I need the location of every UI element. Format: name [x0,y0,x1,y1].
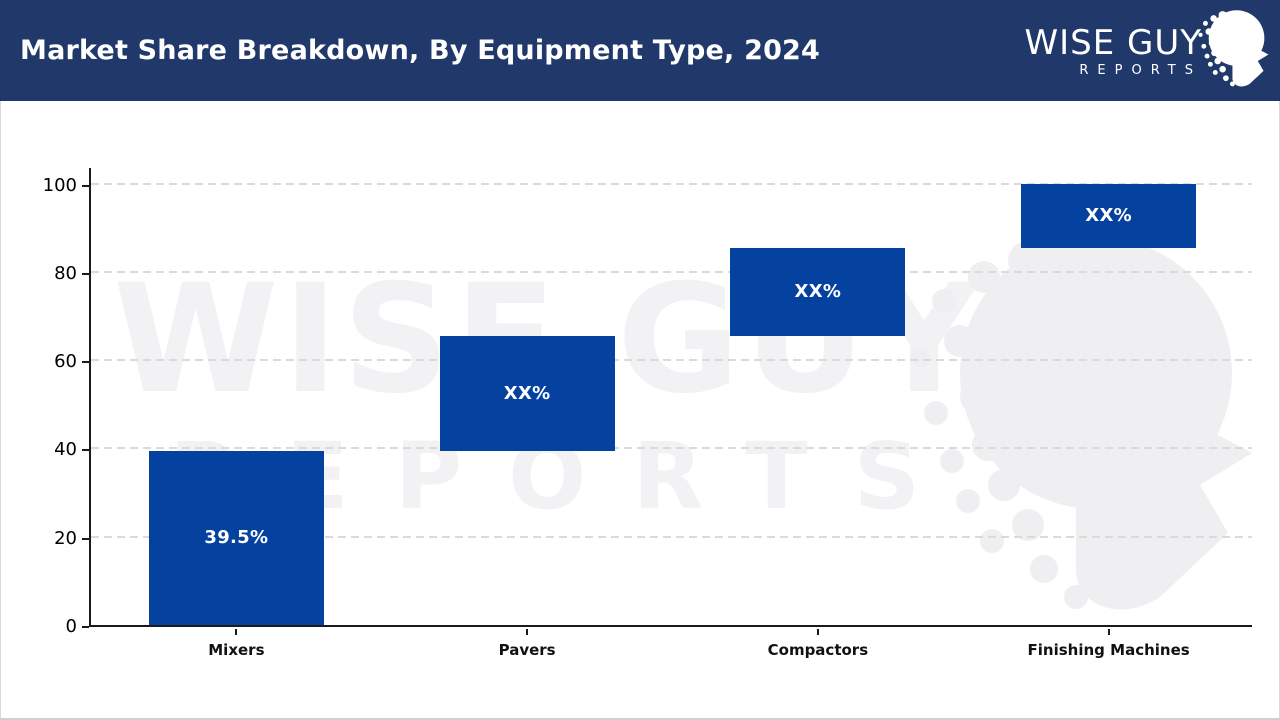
y-tick-label-20: 20 [54,527,77,549]
y-tick-mark [82,361,89,364]
bar-value-label: XX% [503,382,551,404]
chart-title: Market Share Breakdown, By Equipment Typ… [20,35,821,66]
header-bar: Market Share Breakdown, By Equipment Typ… [0,0,1280,101]
wise-guy-logo: WISE GUY REPORTS [1024,6,1272,98]
x-tick-label-finishing-machines: Finishing Machines [1027,641,1190,659]
chart-area: WISE GUY REPORTS 39.5% XX% XX% XX% 0 20 40 60 8… [0,101,1280,720]
y-tick-label-0: 0 [65,616,77,637]
bar-value-label: 39.5% [204,527,269,549]
y-tick-label-40: 40 [54,439,77,461]
bar-compactors: XX% [730,247,906,336]
x-tick-mark [816,629,819,635]
dotted-head-icon [1198,10,1269,87]
y-tick-mark [82,272,89,275]
bar-finishing-machines: XX% [1021,183,1197,248]
x-tick-label-pavers: Pavers [498,641,556,659]
bar-value-label: XX% [794,281,842,303]
bar-mixers: 39.5% [148,450,324,625]
bar-pavers: XX% [439,335,615,451]
gridline-80 [91,270,1252,273]
y-tick-label-80: 80 [54,262,77,284]
x-tick-label-compactors: Compactors [767,641,869,659]
gridline-40 [91,447,1252,450]
logo-text: WISE GUY REPORTS [1024,23,1202,78]
gridline-20 [91,535,1252,538]
footer-strip [0,718,1280,720]
x-tick-mark [526,629,529,635]
bar-value-label: XX% [1085,205,1132,227]
gridline-60 [91,359,1252,362]
y-tick-label-100: 100 [42,174,77,196]
y-tick-label-60: 60 [54,351,77,373]
x-tick-mark [235,629,238,635]
y-tick-mark [82,184,89,187]
plot-area: 39.5% XX% XX% XX% [89,168,1252,627]
logo-wordmark: WISE GUY [1024,23,1202,64]
y-tick-mark [82,449,89,452]
y-tick-mark [82,626,89,628]
y-tick-mark [82,537,89,540]
logo-subtitle: REPORTS [1079,62,1202,78]
x-tick-mark [1107,629,1110,635]
watermark-dotted-head-icon [910,237,1252,610]
gridline-100 [91,182,1252,185]
x-tick-label-mixers: Mixers [208,641,265,659]
